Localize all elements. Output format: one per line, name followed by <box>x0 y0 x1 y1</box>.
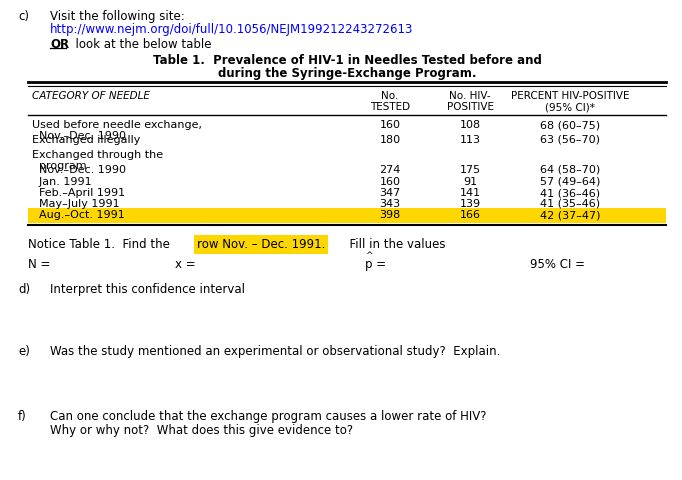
Text: f): f) <box>18 410 27 423</box>
Text: 141: 141 <box>460 188 481 198</box>
Text: 166: 166 <box>460 210 481 220</box>
Text: Fill in the values: Fill in the values <box>342 238 445 251</box>
Text: 41 (35–46): 41 (35–46) <box>540 199 600 209</box>
Text: 113: 113 <box>460 135 481 145</box>
Text: Can one conclude that the exchange program causes a lower rate of HIV?: Can one conclude that the exchange progr… <box>50 410 486 423</box>
Text: (95% CI)*: (95% CI)* <box>545 102 595 112</box>
Text: 343: 343 <box>379 199 400 209</box>
Text: May–July 1991: May–July 1991 <box>32 199 119 209</box>
Text: c): c) <box>18 10 29 23</box>
Text: 42 (37–47): 42 (37–47) <box>539 210 600 220</box>
Text: 63 (56–70): 63 (56–70) <box>540 135 600 145</box>
Text: d): d) <box>18 283 30 296</box>
Text: 160: 160 <box>379 120 400 130</box>
Text: 175: 175 <box>460 165 481 175</box>
Text: 91: 91 <box>463 177 477 187</box>
Text: 57 (49–64): 57 (49–64) <box>540 177 600 187</box>
Text: 398: 398 <box>379 210 400 220</box>
Text: 95% CI =: 95% CI = <box>530 258 585 271</box>
Text: 64 (58–70): 64 (58–70) <box>540 165 600 175</box>
Text: Interpret this confidence interval: Interpret this confidence interval <box>50 283 245 296</box>
Text: Used before needle exchange,: Used before needle exchange, <box>32 120 202 130</box>
Text: Feb.–April 1991: Feb.–April 1991 <box>32 188 125 198</box>
Text: 108: 108 <box>460 120 481 130</box>
Text: program: program <box>32 161 87 171</box>
Text: p =: p = <box>365 258 386 271</box>
Text: Why or why not?  What does this give evidence to?: Why or why not? What does this give evid… <box>50 424 353 437</box>
Text: http://www.nejm.org/doi/full/10.1056/NEJM199212243272613: http://www.nejm.org/doi/full/10.1056/NEJ… <box>50 23 413 36</box>
Text: ^: ^ <box>365 251 372 260</box>
Text: CATEGORY OF NEEDLE: CATEGORY OF NEEDLE <box>32 91 150 101</box>
Text: Was the study mentioned an experimental or observational study?  Explain.: Was the study mentioned an experimental … <box>50 345 501 358</box>
Text: 139: 139 <box>460 199 481 209</box>
Text: No.: No. <box>381 91 399 101</box>
Text: look at the below table: look at the below table <box>68 38 211 51</box>
Text: Exchanged through the: Exchanged through the <box>32 150 163 160</box>
Text: Notice Table 1.  Find the: Notice Table 1. Find the <box>28 238 174 251</box>
Text: No. HIV-: No. HIV- <box>449 91 491 101</box>
Text: row Nov. – Dec. 1991.: row Nov. – Dec. 1991. <box>197 238 325 251</box>
Text: Nov.–Dec. 1990: Nov.–Dec. 1990 <box>32 131 126 141</box>
Text: 160: 160 <box>379 177 400 187</box>
Text: Nov.–Dec. 1990: Nov.–Dec. 1990 <box>32 165 126 175</box>
Text: Aug.–Oct. 1991: Aug.–Oct. 1991 <box>32 210 125 220</box>
Text: 347: 347 <box>379 188 400 198</box>
Text: Table 1.  Prevalence of HIV-1 in Needles Tested before and: Table 1. Prevalence of HIV-1 in Needles … <box>153 54 542 67</box>
Text: Jan. 1991: Jan. 1991 <box>32 177 91 187</box>
Text: PERCENT HIV-POSITIVE: PERCENT HIV-POSITIVE <box>511 91 629 101</box>
Text: N =: N = <box>28 258 50 271</box>
Text: 41 (36–46): 41 (36–46) <box>540 188 600 198</box>
Text: 180: 180 <box>379 135 400 145</box>
Text: Visit the following site:: Visit the following site: <box>50 10 185 23</box>
Bar <box>28 208 666 223</box>
Text: Exchanged illegally: Exchanged illegally <box>32 135 140 145</box>
Text: 68 (60–75): 68 (60–75) <box>540 120 600 130</box>
Text: during the Syringe-Exchange Program.: during the Syringe-Exchange Program. <box>218 67 476 80</box>
Text: x =: x = <box>175 258 196 271</box>
Text: TESTED: TESTED <box>370 102 410 112</box>
Text: OR: OR <box>50 38 69 51</box>
Text: POSITIVE: POSITIVE <box>447 102 494 112</box>
Text: 274: 274 <box>379 165 401 175</box>
Text: e): e) <box>18 345 30 358</box>
